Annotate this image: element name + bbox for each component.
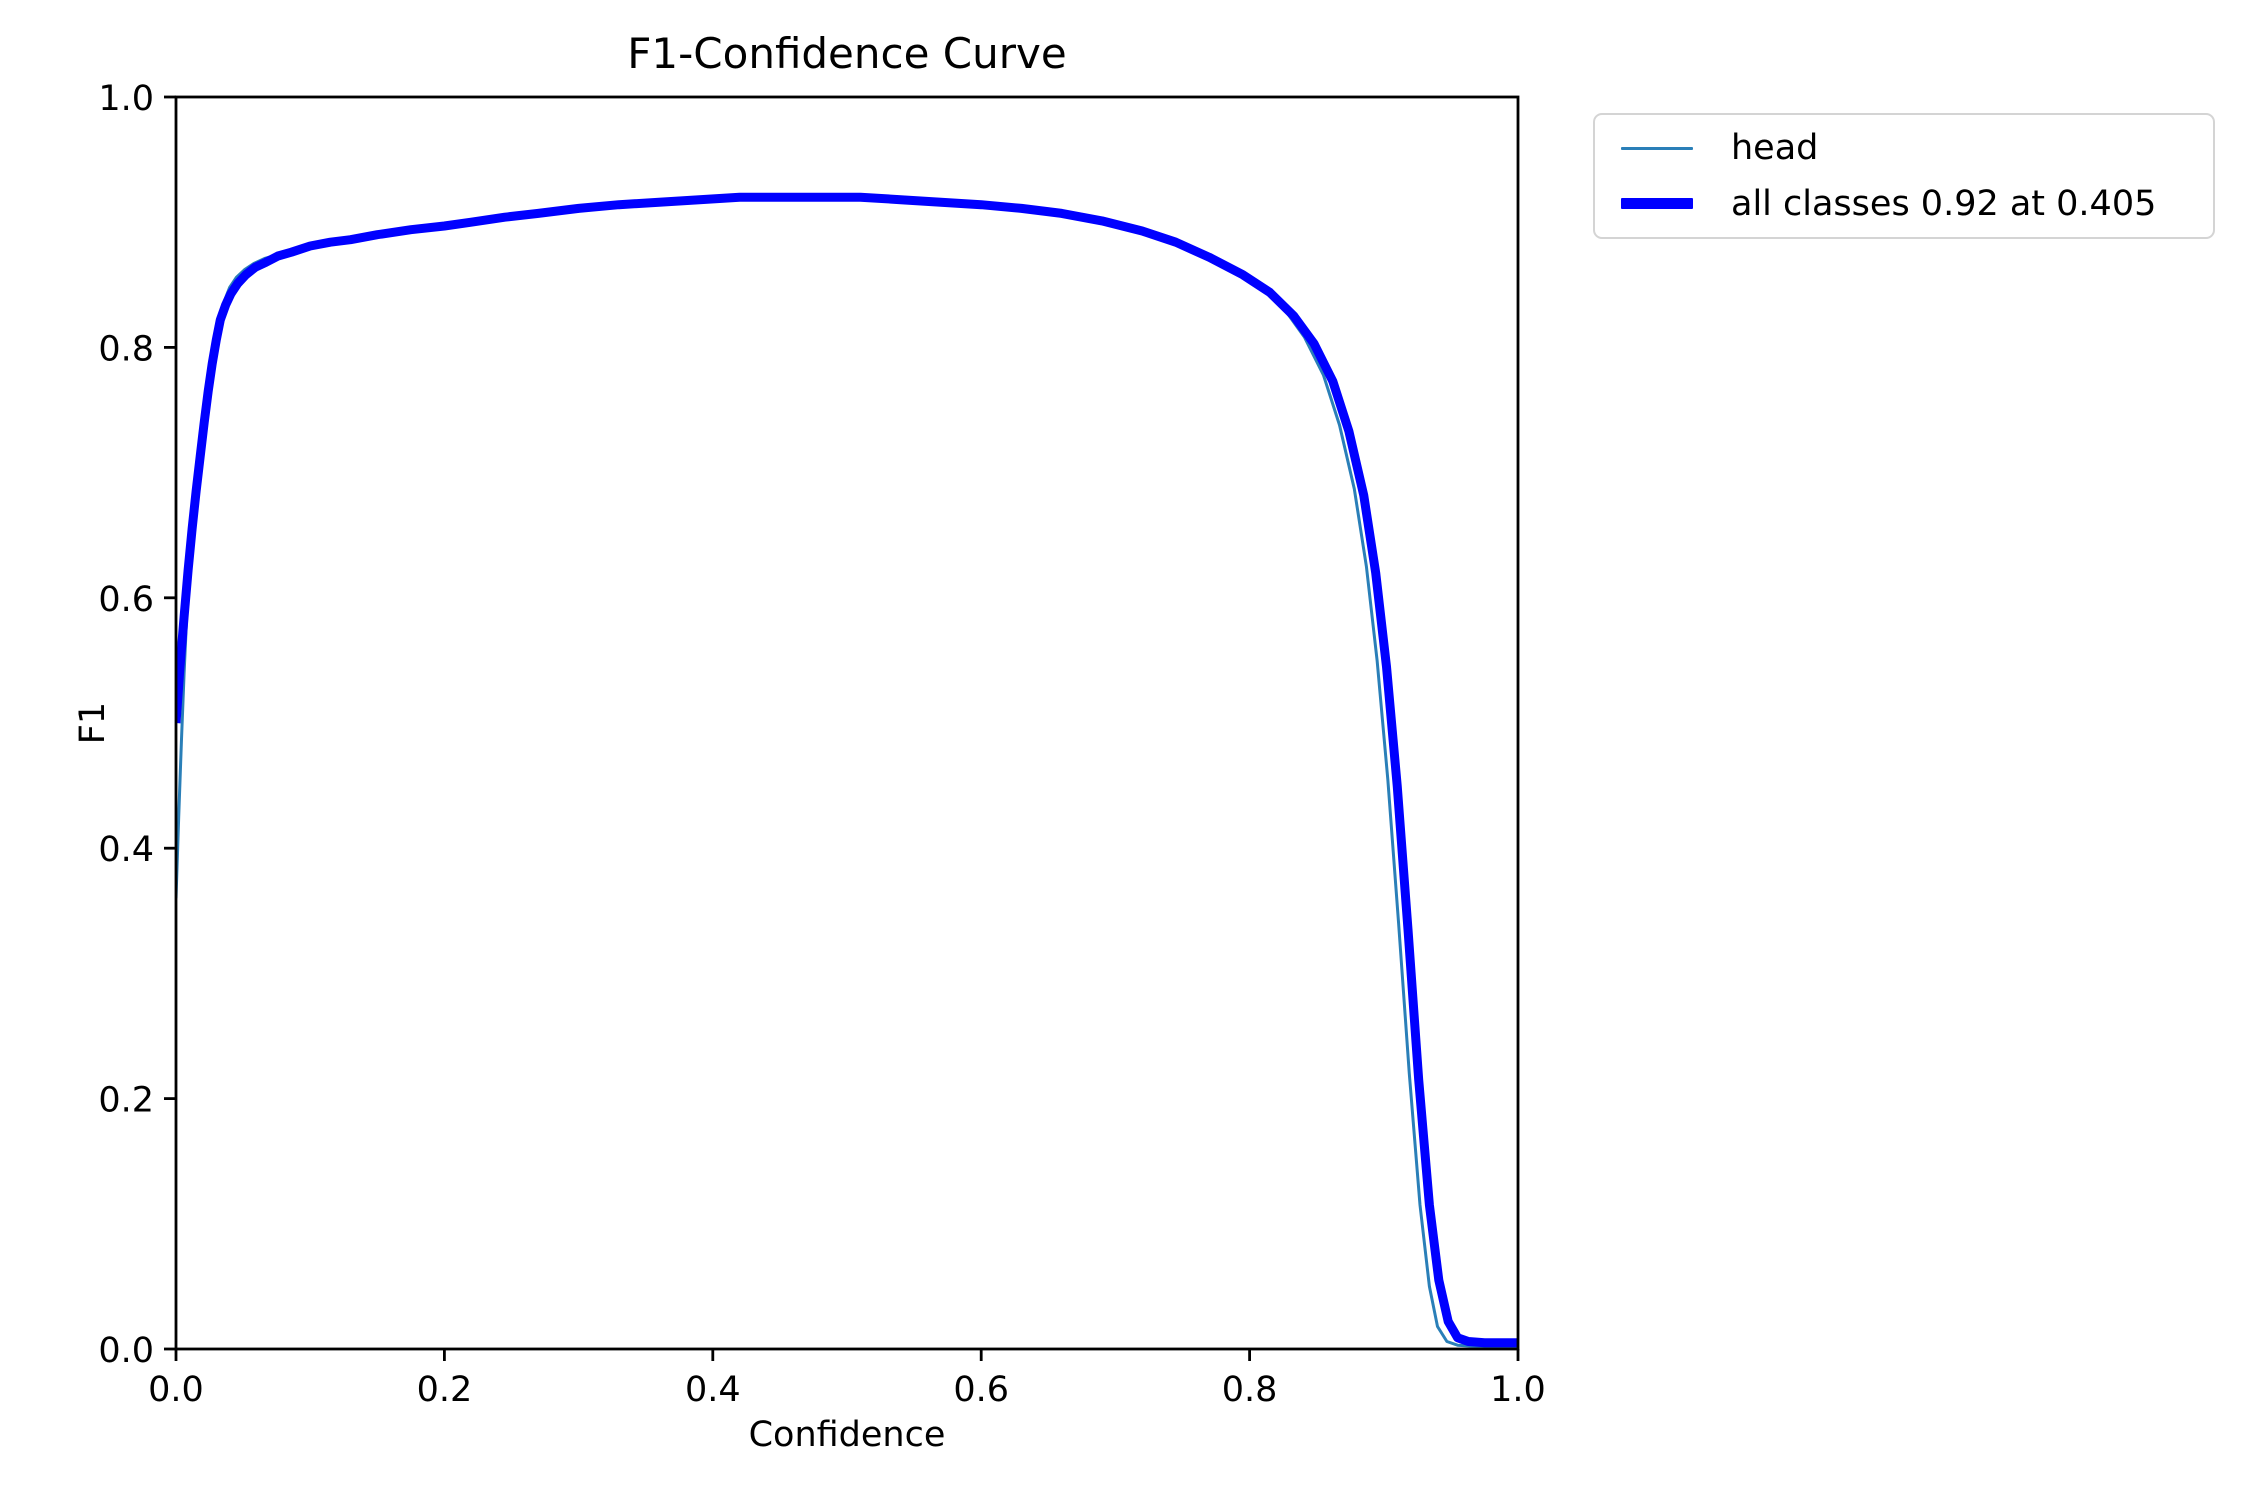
x-tick-label: 0.6 bbox=[953, 1370, 1009, 1410]
y-tick-label: 0.8 bbox=[98, 329, 154, 369]
y-tick-label: 0.6 bbox=[98, 580, 154, 620]
y-tick-label: 0.2 bbox=[98, 1081, 154, 1121]
y-tick-label: 0.4 bbox=[98, 830, 154, 870]
x-tick-label: 0.4 bbox=[685, 1370, 741, 1410]
all-classes-curve bbox=[176, 192, 1518, 1348]
x-axis-label: Confidence bbox=[749, 1415, 946, 1455]
legend-label-all-classes: all classes 0.92 at 0.405 bbox=[1731, 183, 2157, 224]
all-classes-line-swatch bbox=[1621, 198, 1693, 210]
y-tick-label: 0.0 bbox=[98, 1331, 154, 1371]
y-tick-label: 1.0 bbox=[98, 79, 154, 119]
head-line-swatch bbox=[1621, 146, 1693, 150]
plot-border bbox=[174, 95, 1520, 1351]
ticks-group: 0.0 0.2 0.4 0.6 0.8 1.0 0.0 0.2 0.4 0.6 0.8 1.0 bbox=[98, 79, 1546, 1410]
x-tick-label: 1.0 bbox=[1490, 1370, 1546, 1410]
y-axis-label: F1 bbox=[73, 702, 113, 744]
x-tick-label: 0.0 bbox=[148, 1370, 204, 1410]
legend-item-all-classes: all classes 0.92 at 0.405 bbox=[1621, 183, 2213, 224]
legend: head all classes 0.92 at 0.405 bbox=[1593, 113, 2215, 239]
legend-item-head: head bbox=[1621, 129, 2213, 168]
legend-label-head: head bbox=[1731, 128, 1819, 168]
x-tick-label: 0.2 bbox=[417, 1370, 473, 1410]
x-tick-label: 0.8 bbox=[1222, 1370, 1278, 1410]
head-curve bbox=[176, 195, 1518, 1348]
curves-group bbox=[176, 192, 1518, 1348]
chart-title: F1-Confidence Curve bbox=[627, 29, 1066, 78]
